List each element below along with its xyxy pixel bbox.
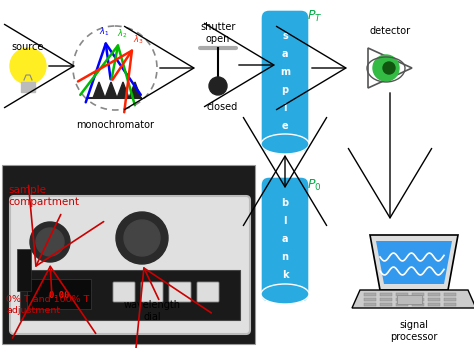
Circle shape	[10, 48, 46, 84]
Text: p: p	[282, 85, 289, 95]
Polygon shape	[376, 241, 452, 284]
Text: s: s	[282, 31, 288, 41]
Text: shutter
open: shutter open	[201, 22, 236, 44]
Text: l: l	[283, 216, 287, 226]
FancyBboxPatch shape	[2, 165, 255, 344]
Polygon shape	[93, 82, 105, 98]
FancyBboxPatch shape	[396, 303, 408, 306]
Text: e: e	[282, 121, 288, 131]
Text: l: l	[283, 103, 287, 113]
Polygon shape	[368, 48, 412, 88]
FancyBboxPatch shape	[396, 298, 408, 301]
Text: monochromator: monochromator	[76, 120, 154, 130]
Circle shape	[373, 55, 399, 81]
FancyBboxPatch shape	[10, 196, 250, 334]
Circle shape	[116, 212, 168, 264]
FancyBboxPatch shape	[17, 249, 31, 291]
FancyBboxPatch shape	[396, 293, 408, 296]
FancyBboxPatch shape	[364, 303, 376, 306]
Circle shape	[124, 220, 160, 256]
FancyBboxPatch shape	[364, 293, 376, 296]
Circle shape	[30, 222, 70, 262]
Text: $P_T$: $P_T$	[307, 9, 322, 24]
FancyBboxPatch shape	[113, 282, 135, 302]
FancyBboxPatch shape	[197, 282, 219, 302]
FancyBboxPatch shape	[21, 82, 35, 92]
FancyBboxPatch shape	[428, 303, 440, 306]
FancyBboxPatch shape	[141, 282, 163, 302]
FancyBboxPatch shape	[412, 298, 424, 301]
Text: b: b	[282, 198, 289, 208]
FancyBboxPatch shape	[398, 295, 422, 304]
FancyBboxPatch shape	[412, 303, 424, 306]
FancyBboxPatch shape	[364, 298, 376, 301]
FancyBboxPatch shape	[444, 293, 456, 296]
Circle shape	[209, 77, 227, 95]
Text: $\lambda_1$: $\lambda_1$	[99, 25, 109, 38]
Text: $\lambda_3$: $\lambda_3$	[133, 33, 144, 46]
Polygon shape	[370, 235, 458, 290]
FancyBboxPatch shape	[444, 303, 456, 306]
Circle shape	[36, 228, 64, 256]
FancyBboxPatch shape	[261, 10, 309, 152]
FancyBboxPatch shape	[428, 298, 440, 301]
Text: n: n	[282, 252, 289, 262]
Text: a: a	[282, 49, 288, 59]
FancyBboxPatch shape	[169, 282, 191, 302]
Text: 0% T and 100% T
adjustment: 0% T and 100% T adjustment	[6, 295, 90, 315]
Polygon shape	[105, 82, 117, 98]
Text: $P_0$: $P_0$	[307, 178, 321, 193]
Text: signal
processor: signal processor	[390, 320, 438, 342]
FancyBboxPatch shape	[380, 298, 392, 301]
Text: a: a	[282, 234, 288, 244]
Polygon shape	[129, 82, 141, 98]
FancyBboxPatch shape	[27, 279, 91, 309]
FancyBboxPatch shape	[444, 298, 456, 301]
Text: sample
compartment: sample compartment	[8, 185, 79, 207]
Text: wavelength
dial: wavelength dial	[124, 300, 181, 322]
Text: source: source	[12, 42, 44, 52]
Ellipse shape	[261, 284, 309, 304]
FancyBboxPatch shape	[412, 293, 424, 296]
Polygon shape	[352, 290, 474, 308]
FancyBboxPatch shape	[20, 270, 240, 320]
Text: detector: detector	[369, 26, 410, 36]
Ellipse shape	[261, 134, 309, 154]
Polygon shape	[117, 82, 129, 98]
Text: $\lambda_2$: $\lambda_2$	[117, 27, 128, 40]
FancyBboxPatch shape	[428, 293, 440, 296]
Text: 0.00: 0.00	[48, 291, 70, 300]
FancyBboxPatch shape	[380, 303, 392, 306]
Text: m: m	[280, 67, 290, 77]
FancyBboxPatch shape	[261, 177, 309, 302]
Text: k: k	[282, 270, 288, 280]
FancyBboxPatch shape	[380, 293, 392, 296]
Text: closed: closed	[206, 102, 237, 112]
Circle shape	[383, 62, 395, 74]
